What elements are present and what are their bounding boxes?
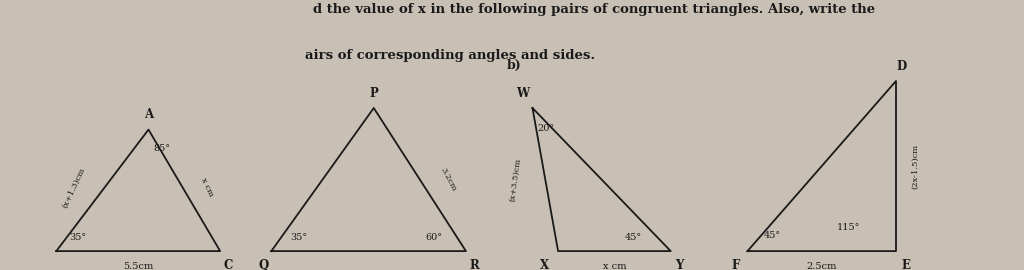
- Text: 20°: 20°: [538, 124, 555, 133]
- Text: 5.5cm: 5.5cm: [123, 262, 154, 270]
- Text: 45°: 45°: [764, 231, 781, 240]
- Text: Y: Y: [675, 259, 683, 270]
- Text: P: P: [370, 87, 378, 100]
- Text: 2.5cm: 2.5cm: [807, 262, 837, 270]
- Text: 45°: 45°: [625, 233, 642, 242]
- Text: 35°: 35°: [290, 233, 307, 242]
- Text: X: X: [541, 259, 549, 270]
- Text: C: C: [223, 259, 233, 270]
- Text: 85°: 85°: [154, 144, 171, 153]
- Text: (x+3.5)cm: (x+3.5)cm: [509, 157, 522, 202]
- Text: 115°: 115°: [837, 223, 860, 232]
- Text: 3.2cm: 3.2cm: [438, 166, 458, 193]
- Text: F: F: [731, 259, 739, 270]
- Text: E: E: [902, 259, 910, 270]
- Text: (x+1.3)cm: (x+1.3)cm: [61, 166, 87, 209]
- Text: Q: Q: [258, 259, 268, 270]
- Text: W: W: [516, 87, 528, 100]
- Text: x cm: x cm: [603, 262, 626, 270]
- Text: airs of corresponding angles and sides.: airs of corresponding angles and sides.: [305, 49, 596, 62]
- Text: 60°: 60°: [425, 233, 442, 242]
- Text: (2x-1.5)cm: (2x-1.5)cm: [911, 143, 920, 189]
- Text: d the value of x in the following pairs of congruent triangles. Also, write the: d the value of x in the following pairs …: [313, 3, 874, 16]
- Text: A: A: [144, 109, 153, 122]
- Text: x cm: x cm: [200, 177, 215, 198]
- Text: D: D: [896, 60, 906, 73]
- Text: 35°: 35°: [70, 233, 87, 242]
- Text: b): b): [507, 59, 521, 72]
- Text: R: R: [469, 259, 479, 270]
